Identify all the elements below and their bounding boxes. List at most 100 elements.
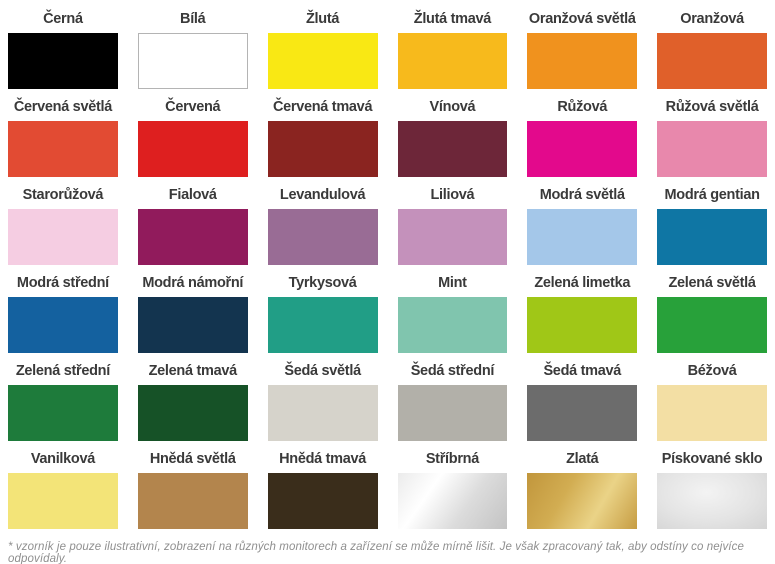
color-swatch — [8, 473, 118, 529]
swatch-label: Tyrkysová — [288, 274, 357, 291]
swatch-label: Šedá střední — [410, 362, 495, 379]
color-swatch — [137, 297, 248, 353]
color-swatch — [137, 33, 248, 89]
swatch-label: Modrá gentian — [664, 186, 760, 203]
swatch-cell: Vínová — [397, 92, 508, 180]
color-swatch — [527, 473, 638, 529]
swatch-label: Modrá střední — [16, 274, 109, 291]
swatch-label: Růžová světlá — [665, 98, 759, 115]
color-swatch — [267, 385, 378, 441]
color-swatch — [527, 121, 638, 177]
swatch-cell: Oranžová světlá — [527, 4, 638, 92]
swatch-cell: Růžová — [527, 92, 638, 180]
swatch-label: Červená světlá — [13, 98, 112, 115]
color-swatch — [397, 473, 508, 529]
swatch-label: Růžová — [557, 98, 608, 115]
swatch-label: Modrá námořní — [142, 274, 244, 291]
swatch-label: Zlatá — [566, 450, 599, 467]
color-swatch — [397, 33, 508, 89]
swatch-cell: Šedá střední — [397, 356, 508, 444]
swatch-label: Bílá — [180, 10, 206, 27]
swatch-cell: Žlutá tmavá — [397, 4, 508, 92]
swatch-label: Zelená limetka — [534, 274, 631, 291]
color-swatch — [137, 121, 248, 177]
color-swatch — [267, 473, 378, 529]
swatch-label: Starorůžová — [22, 186, 104, 203]
swatch-cell: Zelená tmavá — [137, 356, 248, 444]
swatch-label: Černá — [43, 10, 83, 27]
swatch-cell: Zlatá — [527, 444, 638, 532]
swatch-label: Vínová — [429, 98, 476, 115]
swatch-cell: Pískované sklo — [657, 444, 767, 532]
swatch-label: Béžová — [687, 362, 737, 379]
disclaimer-note: * vzorník je pouze ilustrativní, zobraze… — [8, 541, 744, 564]
swatch-cell: Růžová světlá — [657, 92, 767, 180]
color-swatch — [267, 297, 378, 353]
swatch-cell: Hnědá tmavá — [267, 444, 378, 532]
swatch-label: Zelená světlá — [668, 274, 756, 291]
swatch-cell: Tyrkysová — [267, 268, 378, 356]
color-swatch — [267, 33, 378, 89]
swatch-label: Žlutá tmavá — [413, 10, 492, 27]
color-swatch — [657, 297, 767, 353]
swatch-label: Fialová — [168, 186, 217, 203]
color-swatch — [137, 209, 248, 265]
swatch-cell: Béžová — [657, 356, 767, 444]
color-swatch — [8, 33, 118, 89]
swatch-label: Šedá tmavá — [543, 362, 622, 379]
swatch-cell: Zelená světlá — [657, 268, 767, 356]
color-swatch — [137, 473, 248, 529]
color-swatch — [657, 385, 767, 441]
swatch-label: Červená — [165, 98, 221, 115]
color-swatch — [397, 209, 508, 265]
swatch-cell: Levandulová — [267, 180, 378, 268]
swatch-cell: Červená — [137, 92, 248, 180]
swatch-label: Hnědá světlá — [149, 450, 236, 467]
color-swatch — [657, 33, 767, 89]
swatch-label: Zelená tmavá — [148, 362, 238, 379]
swatch-cell: Modrá střední — [8, 268, 118, 356]
swatch-label: Žlutá — [306, 10, 340, 27]
color-swatch — [8, 209, 118, 265]
swatch-label: Levandulová — [279, 186, 366, 203]
swatch-label: Modrá světlá — [539, 186, 625, 203]
swatch-label: Pískované sklo — [661, 450, 763, 467]
swatch-cell: Oranžová — [657, 4, 767, 92]
swatch-cell: Šedá světlá — [267, 356, 378, 444]
swatch-cell: Červená tmavá — [267, 92, 378, 180]
swatch-cell: Stříbrná — [397, 444, 508, 532]
color-swatch — [137, 385, 248, 441]
color-swatch — [527, 33, 638, 89]
color-swatch — [657, 209, 767, 265]
swatch-cell: Červená světlá — [8, 92, 118, 180]
color-swatch — [8, 297, 118, 353]
swatch-label: Šedá světlá — [284, 362, 361, 379]
swatch-cell: Mint — [397, 268, 508, 356]
swatch-cell: Liliová — [397, 180, 508, 268]
swatch-cell: Modrá světlá — [527, 180, 638, 268]
swatch-cell: Vanilková — [8, 444, 118, 532]
color-swatch — [267, 209, 378, 265]
color-swatch — [397, 385, 508, 441]
swatch-label: Hnědá tmavá — [279, 450, 367, 467]
swatch-label: Červená tmavá — [272, 98, 373, 115]
swatch-cell: Šedá tmavá — [527, 356, 638, 444]
swatch-grid: Černá Bílá Žlutá Žlutá tmavá Oranžová světlá… — [8, 4, 767, 532]
swatch-cell: Modrá gentian — [657, 180, 767, 268]
swatch-cell: Bílá — [137, 4, 248, 92]
swatch-label: Oranžová světlá — [528, 10, 636, 27]
swatch-cell: Černá — [8, 4, 118, 92]
color-swatch — [527, 297, 638, 353]
swatch-label: Mint — [438, 274, 467, 291]
color-swatch — [527, 385, 638, 441]
color-swatch — [397, 121, 508, 177]
swatch-cell: Žlutá — [267, 4, 378, 92]
color-swatch — [8, 121, 118, 177]
swatch-cell: Fialová — [137, 180, 248, 268]
swatch-cell: Modrá námořní — [137, 268, 248, 356]
color-swatch — [657, 121, 767, 177]
swatch-cell: Hnědá světlá — [137, 444, 248, 532]
color-swatch — [397, 297, 508, 353]
swatch-label: Liliová — [430, 186, 475, 203]
swatch-label: Vanilková — [30, 450, 96, 467]
